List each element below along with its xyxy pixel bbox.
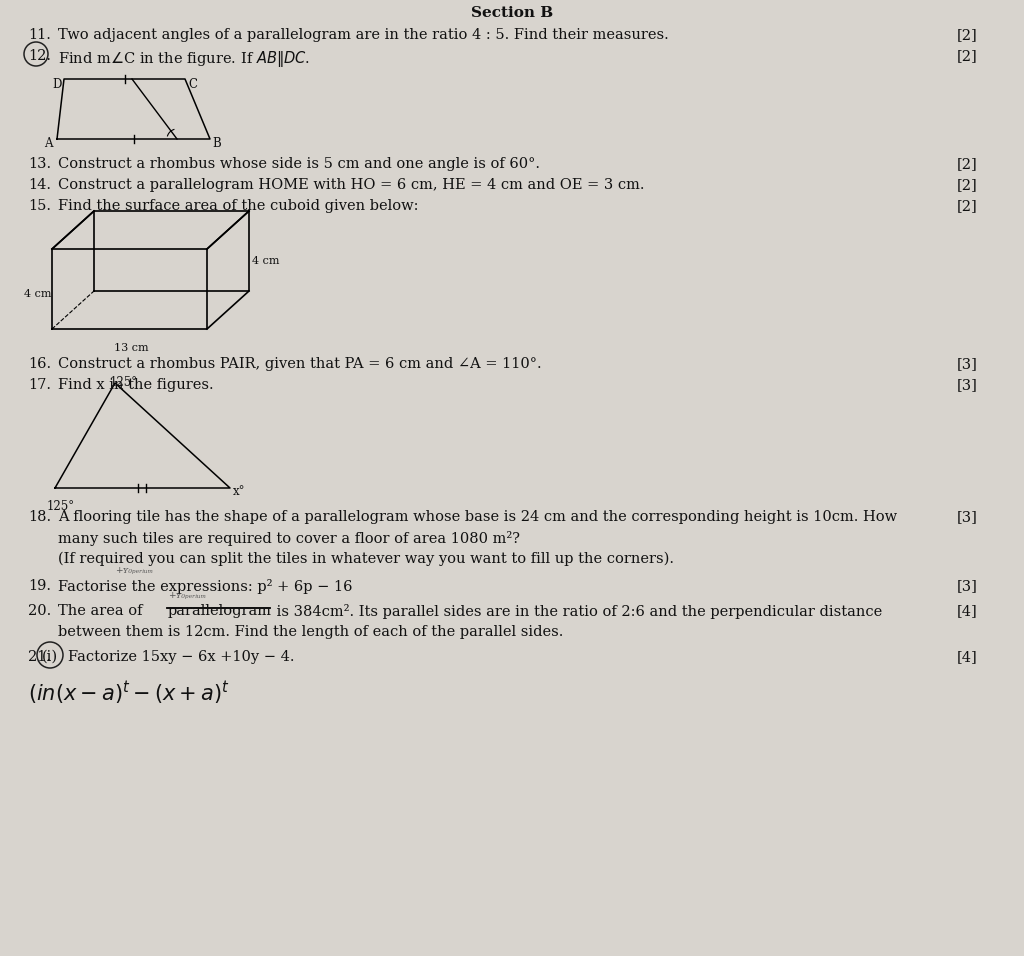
Text: [2]: [2] bbox=[957, 49, 978, 63]
Text: A flooring tile has the shape of a parallelogram whose base is 24 cm and the cor: A flooring tile has the shape of a paral… bbox=[58, 510, 897, 524]
Text: Factorise the expressions: p² + 6p − 16: Factorise the expressions: p² + 6p − 16 bbox=[58, 579, 352, 594]
Text: between them is 12cm. Find the length of each of the parallel sides.: between them is 12cm. Find the length of… bbox=[58, 625, 563, 639]
Text: (i): (i) bbox=[42, 650, 58, 664]
Text: 13.: 13. bbox=[28, 157, 51, 171]
Text: Find the surface area of the cuboid given below:: Find the surface area of the cuboid give… bbox=[58, 199, 419, 213]
Text: 16.: 16. bbox=[28, 357, 51, 371]
Text: Construct a parallelogram HOME with HO = 6 cm, HE = 4 cm and OE = 3 cm.: Construct a parallelogram HOME with HO =… bbox=[58, 178, 644, 192]
Text: Find x in the figures.: Find x in the figures. bbox=[58, 378, 214, 392]
Text: 11.: 11. bbox=[28, 28, 51, 42]
Text: 15.: 15. bbox=[28, 199, 51, 213]
Text: A: A bbox=[44, 137, 52, 150]
Text: [4]: [4] bbox=[957, 604, 978, 618]
Text: 19.: 19. bbox=[28, 579, 51, 593]
Text: $(in(x-a)^t-(x+a)^t$: $(in(x-a)^t-(x+a)^t$ bbox=[28, 679, 229, 706]
Text: 4 cm: 4 cm bbox=[24, 289, 51, 299]
Text: 125°: 125° bbox=[47, 500, 75, 513]
Text: [3]: [3] bbox=[957, 378, 978, 392]
Text: is 384cm². Its parallel sides are in the ratio of 2:6 and the perpendicular dist: is 384cm². Its parallel sides are in the… bbox=[272, 604, 883, 619]
Text: many such tiles are required to cover a floor of area 1080 m²?: many such tiles are required to cover a … bbox=[58, 531, 520, 546]
Text: 18.: 18. bbox=[28, 510, 51, 524]
Text: x°: x° bbox=[233, 485, 246, 498]
Text: 4 cm: 4 cm bbox=[252, 256, 280, 266]
Text: parallelogram: parallelogram bbox=[168, 604, 272, 618]
Text: 13 cm: 13 cm bbox=[114, 343, 148, 353]
Text: C: C bbox=[188, 78, 197, 91]
Text: Construct a rhombus whose side is 5 cm and one angle is of 60°.: Construct a rhombus whose side is 5 cm a… bbox=[58, 157, 540, 171]
Text: 14.: 14. bbox=[28, 178, 51, 192]
Text: [2]: [2] bbox=[957, 157, 978, 171]
Text: [2]: [2] bbox=[957, 178, 978, 192]
Text: [3]: [3] bbox=[957, 510, 978, 524]
Text: Section B: Section B bbox=[471, 6, 553, 20]
Text: [3]: [3] bbox=[957, 357, 978, 371]
Text: Factorize 15xy − 6x +10y − 4.: Factorize 15xy − 6x +10y − 4. bbox=[68, 650, 295, 664]
Text: D: D bbox=[52, 78, 61, 91]
Text: (If required you can split the tiles in whatever way you want to fill up the cor: (If required you can split the tiles in … bbox=[58, 552, 674, 566]
Text: 20.: 20. bbox=[28, 604, 51, 618]
Text: [2]: [2] bbox=[957, 28, 978, 42]
Text: [4]: [4] bbox=[957, 650, 978, 664]
Text: 17.: 17. bbox=[28, 378, 51, 392]
Text: B: B bbox=[212, 137, 221, 150]
Text: The area of: The area of bbox=[58, 604, 142, 618]
Text: Find m$\angle$C in the figure. If $AB \| DC$.: Find m$\angle$C in the figure. If $AB \|… bbox=[58, 49, 310, 69]
Text: Two adjacent angles of a parallelogram are in the ratio 4 : 5. Find their measur: Two adjacent angles of a parallelogram a… bbox=[58, 28, 669, 42]
Text: 125°: 125° bbox=[110, 376, 138, 389]
Text: 21.: 21. bbox=[28, 650, 51, 664]
Text: +ʏ₀ₚₑᵣᵢᵤₘ: +ʏ₀ₚₑᵣᵢᵤₘ bbox=[168, 591, 206, 600]
Text: [3]: [3] bbox=[957, 579, 978, 593]
Text: 12.: 12. bbox=[28, 49, 51, 63]
Text: +ʏ₀ₚₑᵣᵢᵤₘ: +ʏ₀ₚₑᵣᵢᵤₘ bbox=[115, 566, 154, 575]
Text: Construct a rhombus PAIR, given that PA = 6 cm and ∠A = 110°.: Construct a rhombus PAIR, given that PA … bbox=[58, 357, 542, 371]
Text: [2]: [2] bbox=[957, 199, 978, 213]
